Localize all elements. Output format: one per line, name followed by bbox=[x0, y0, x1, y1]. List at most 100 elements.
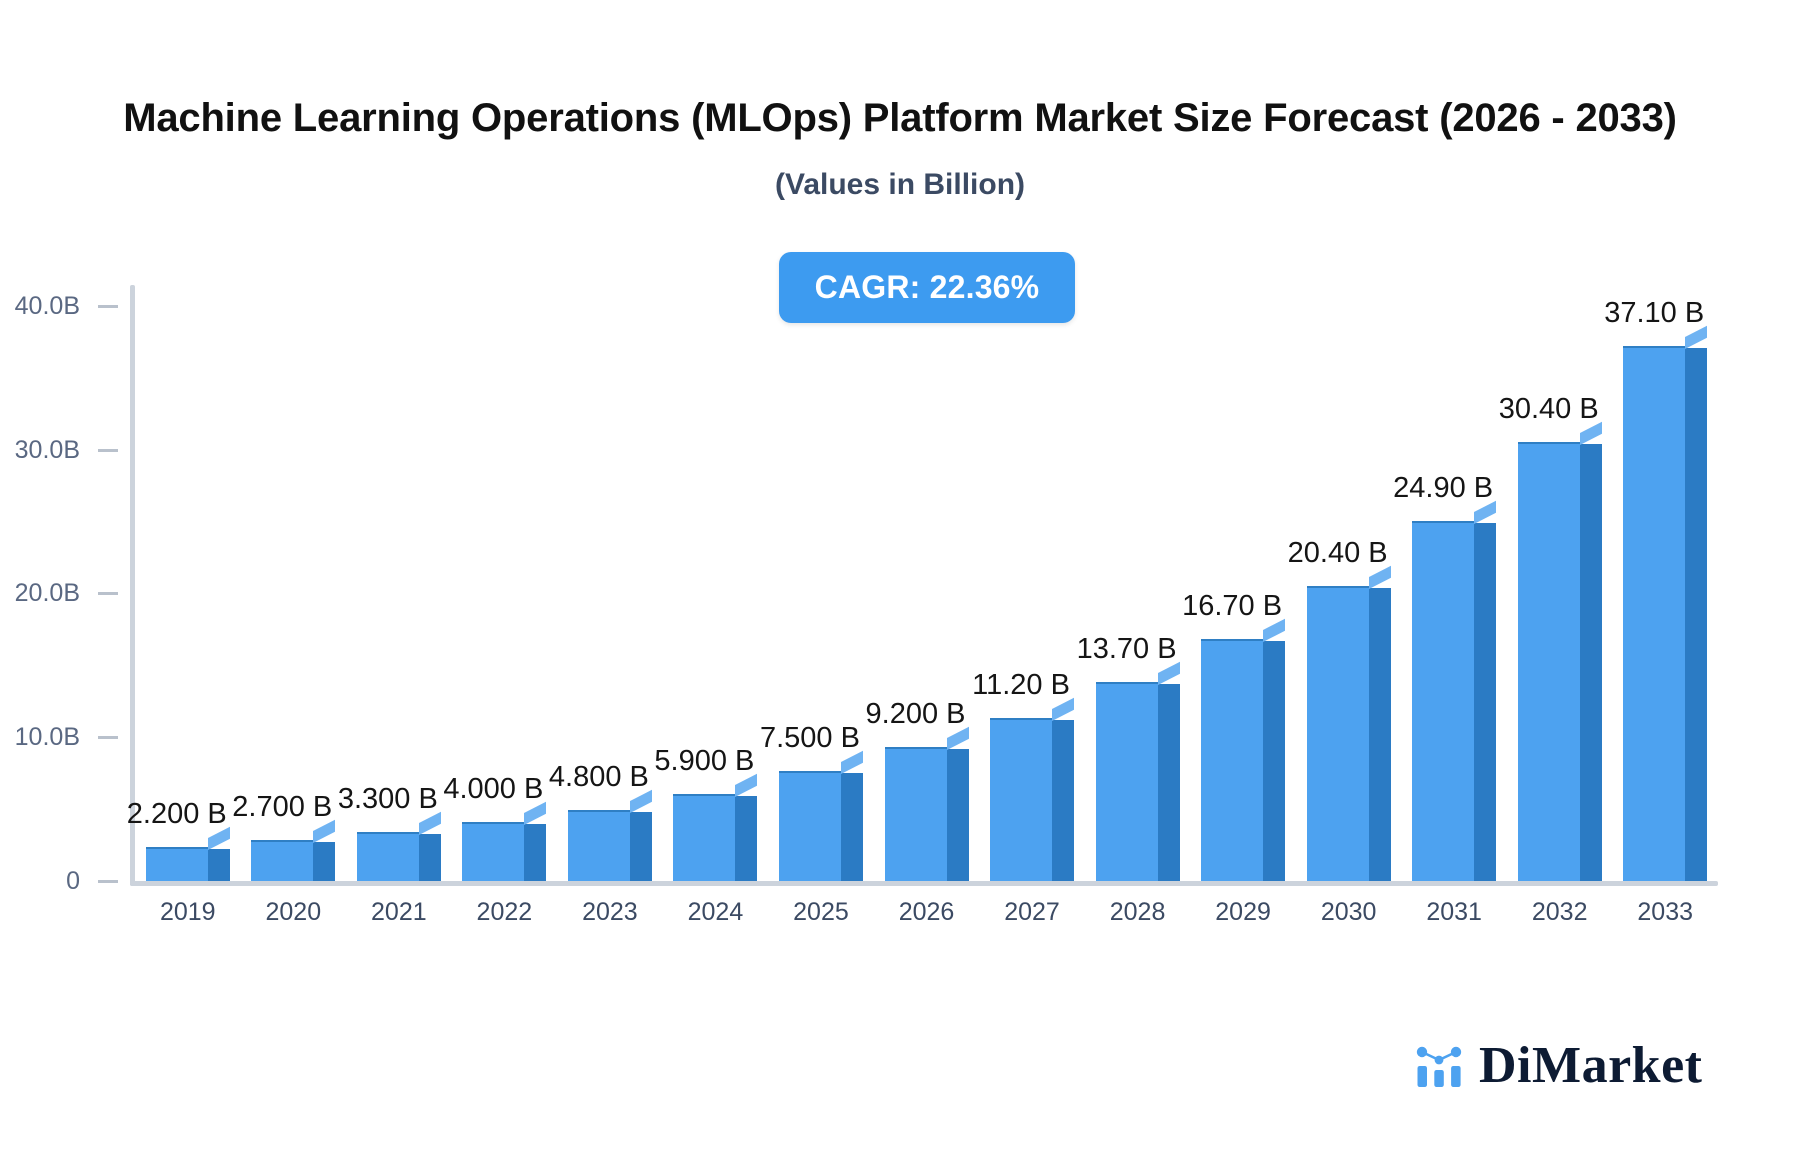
x-axis-label: 2031 bbox=[1426, 898, 1482, 926]
y-axis-tick-label: 0 bbox=[66, 866, 80, 895]
bar-front-face bbox=[884, 746, 947, 881]
bar-side-face bbox=[1052, 720, 1075, 881]
bar[interactable]: 24.90 B bbox=[1393, 472, 1497, 881]
bar-column[interactable]: 13.70 B bbox=[1077, 285, 1180, 881]
bar-value-label: 4.800 B bbox=[548, 761, 649, 794]
bar-front-face bbox=[1306, 586, 1369, 881]
bar-front-face bbox=[1201, 639, 1264, 881]
bar-side-face bbox=[207, 849, 230, 881]
bar[interactable]: 5.900 B bbox=[654, 745, 758, 881]
bar-value-label: 37.10 B bbox=[1604, 297, 1705, 330]
bar-value-label: 20.40 B bbox=[1287, 537, 1388, 570]
bar-side-face bbox=[840, 773, 863, 881]
bar-side-face bbox=[1368, 588, 1391, 881]
bar-column[interactable]: 2.200 B bbox=[127, 285, 230, 881]
bar-value-label: 9.200 B bbox=[865, 697, 966, 730]
bar-column[interactable]: 2.700 B bbox=[232, 285, 336, 881]
chart-subtitle: (Values in Billion) bbox=[774, 168, 1026, 201]
bar-front-face bbox=[673, 794, 736, 881]
bar-series: 2.200 B 2.700 B 3.300 B 4.000 B 4.800 B 5.900… bbox=[127, 285, 1718, 881]
cagr-badge-label: CAGR: 22.36% bbox=[814, 269, 1040, 305]
x-axis-label: 2022 bbox=[476, 898, 533, 926]
bar[interactable]: 20.40 B bbox=[1288, 537, 1391, 881]
bar-column[interactable]: 30.40 B bbox=[1499, 285, 1602, 881]
bar-value-label: 13.70 B bbox=[1076, 633, 1177, 666]
bar-side-face bbox=[1685, 348, 1708, 881]
y-axis-tick-mark bbox=[98, 305, 118, 309]
bar-column[interactable]: 16.70 B bbox=[1182, 285, 1286, 881]
bar-value-label: 4.000 B bbox=[443, 772, 544, 805]
bar[interactable]: 37.10 B bbox=[1604, 297, 1708, 881]
bar-side-face bbox=[1474, 523, 1497, 881]
x-axis-label: 2027 bbox=[1004, 898, 1060, 926]
bar[interactable]: 11.20 B bbox=[972, 669, 1075, 881]
page-title: Machine Learning Operations (MLOps) Plat… bbox=[123, 96, 1677, 140]
bar-column[interactable]: 9.200 B bbox=[866, 285, 969, 881]
bar-front-face bbox=[145, 847, 208, 881]
bar-value-label: 5.900 B bbox=[654, 745, 755, 778]
logo-wordmark: DiMarket bbox=[1479, 1037, 1703, 1094]
bar-column[interactable]: 3.300 B bbox=[338, 285, 441, 881]
x-axis-label: 2026 bbox=[898, 898, 955, 926]
bar-value-label: 16.70 B bbox=[1182, 590, 1283, 623]
bar-front-face bbox=[567, 810, 630, 881]
bar[interactable]: 16.70 B bbox=[1182, 590, 1286, 881]
bar-side-face bbox=[946, 748, 969, 881]
bar-front-face bbox=[990, 718, 1053, 881]
bar[interactable]: 30.40 B bbox=[1499, 393, 1602, 881]
bar-column[interactable]: 11.20 B bbox=[972, 285, 1075, 881]
x-axis-label: 2025 bbox=[793, 898, 849, 926]
bar-side-face bbox=[629, 812, 652, 881]
x-axis-label: 2028 bbox=[1109, 898, 1166, 926]
x-axis-labels: 2019 2020 2021 2022 2023 2024 2025 2026 2027 2028… bbox=[135, 898, 1718, 938]
bar-side-face bbox=[524, 823, 547, 881]
bar[interactable]: 9.200 B bbox=[866, 698, 969, 881]
bar-front-face bbox=[251, 840, 314, 881]
bar-side-face bbox=[313, 842, 336, 881]
x-axis-label: 2023 bbox=[582, 898, 638, 926]
bar-front-face bbox=[1095, 682, 1158, 881]
y-axis-tick-mark bbox=[98, 735, 118, 739]
y-axis-tick-label: 20.0B bbox=[14, 579, 80, 608]
bar-column[interactable]: 24.90 B bbox=[1393, 285, 1497, 881]
bar-side-face bbox=[1263, 641, 1286, 881]
bar-value-label: 30.40 B bbox=[1498, 393, 1599, 426]
y-axis-line bbox=[130, 285, 135, 886]
bar-column[interactable]: 37.10 B bbox=[1604, 285, 1708, 881]
y-axis-tick-label: 40.0B bbox=[14, 292, 80, 321]
y-axis-tick-mark bbox=[98, 592, 118, 596]
y-axis-tick: 40.0B bbox=[0, 292, 130, 322]
bar[interactable]: 3.300 B bbox=[338, 783, 441, 881]
bar-column[interactable]: 4.000 B bbox=[443, 285, 547, 881]
y-axis-tick: 0 bbox=[0, 866, 130, 896]
bar[interactable]: 7.500 B bbox=[760, 722, 863, 881]
bar[interactable]: 13.70 B bbox=[1077, 633, 1180, 881]
bar-side-face bbox=[1579, 444, 1602, 881]
x-axis-label: 2019 bbox=[159, 898, 216, 926]
x-axis-label: 2024 bbox=[687, 898, 744, 926]
bar-value-label: 3.300 B bbox=[337, 782, 438, 815]
bar[interactable]: 2.200 B bbox=[127, 798, 230, 881]
bar-column[interactable]: 20.40 B bbox=[1288, 285, 1391, 881]
bar-column[interactable]: 4.800 B bbox=[549, 285, 652, 881]
bar[interactable]: 4.000 B bbox=[443, 773, 547, 881]
bar-value-label: 7.500 B bbox=[759, 722, 860, 755]
bar[interactable]: 2.700 B bbox=[232, 791, 336, 881]
bar-column[interactable]: 7.500 B bbox=[760, 285, 863, 881]
y-axis-tick: 30.0B bbox=[0, 435, 130, 465]
y-axis-tick-mark bbox=[98, 879, 118, 883]
y-axis-tick-label: 30.0B bbox=[14, 435, 80, 464]
bar-front-face bbox=[1412, 521, 1475, 881]
bar-side-face bbox=[735, 796, 758, 881]
bar-side-face bbox=[418, 833, 441, 881]
x-axis-label: 2021 bbox=[371, 898, 427, 926]
bar-value-label: 11.20 B bbox=[972, 669, 1070, 702]
bar[interactable]: 4.800 B bbox=[549, 761, 652, 881]
bar-side-face bbox=[1157, 684, 1180, 881]
bar-front-face bbox=[1623, 346, 1686, 881]
bar-column[interactable]: 5.900 B bbox=[654, 285, 758, 881]
cagr-badge: CAGR: 22.36% bbox=[779, 252, 1075, 323]
x-axis-label: 2020 bbox=[265, 898, 322, 926]
